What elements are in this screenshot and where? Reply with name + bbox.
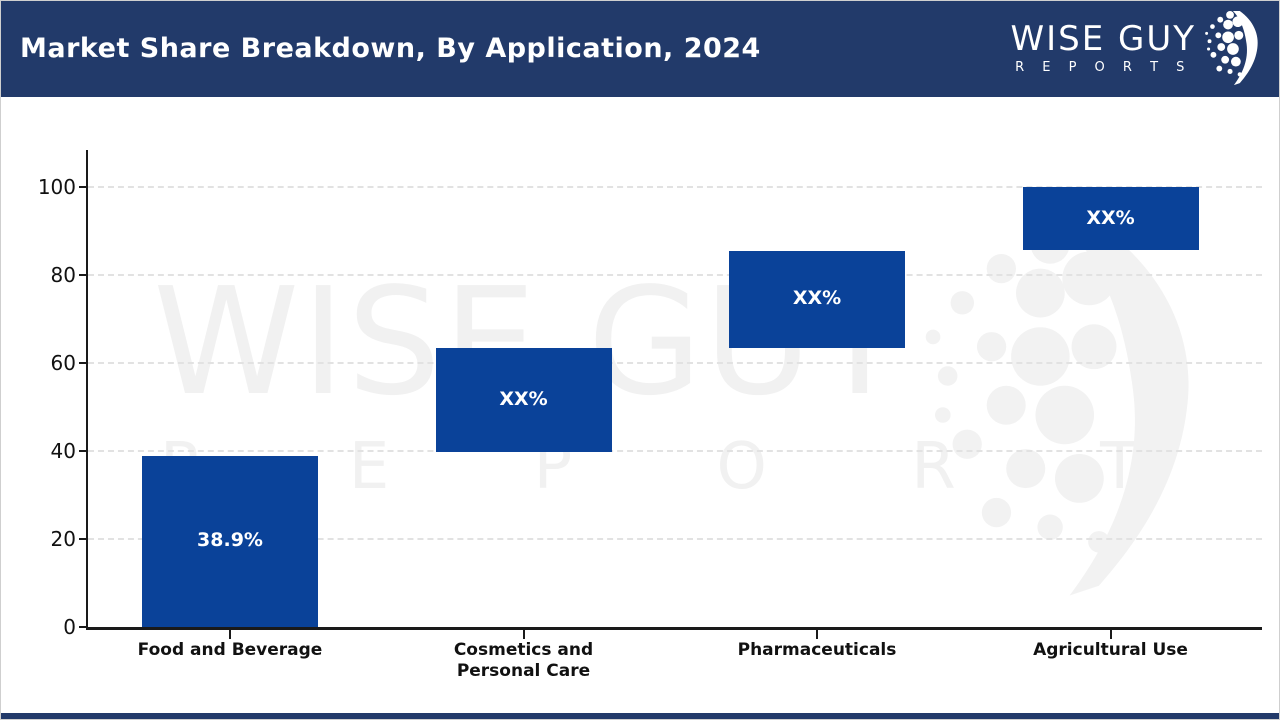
x-tick-3	[1109, 630, 1112, 639]
x-category-label: Food and Beverage	[137, 640, 323, 660]
gridline-100	[88, 186, 1262, 188]
wiseguy-head-icon	[1205, 10, 1258, 85]
gridline-60	[88, 362, 1262, 364]
x-tick-1	[522, 630, 525, 639]
y-tick-label-100: 100	[37, 175, 76, 199]
header-bar: Market Share Breakdown, By Application, …	[0, 0, 1280, 97]
gridline-40	[88, 450, 1262, 452]
x-axis-line	[86, 627, 1262, 630]
wiseguy-logo: WISE GUY R E P O R T S	[1010, 9, 1262, 89]
logo-subtext: R E P O R T S	[1015, 59, 1192, 75]
bar-value-label: 38.9%	[197, 529, 263, 552]
bar-value-label: XX%	[792, 287, 842, 310]
bar-cosmetics-and	[435, 348, 612, 453]
wiseguy-logo-text: WISE GUY R E P O R T S	[1010, 19, 1196, 75]
y-tick-label-40: 40	[50, 439, 76, 463]
bar-food-and-beverage	[142, 455, 318, 627]
gridline-80	[88, 274, 1262, 276]
bar-value-label: XX%	[1086, 206, 1135, 229]
x-category-label: Pharmaceuticals	[737, 640, 897, 660]
y-tick-label-60: 60	[50, 351, 76, 375]
x-category-label: Agricultural Use	[1033, 640, 1188, 660]
y-tick-40	[79, 450, 87, 452]
logo-wordmark: WISE GUY	[1010, 19, 1196, 60]
y-tick-20	[79, 538, 87, 540]
y-tick-80	[79, 274, 87, 276]
y-tick-label-20: 20	[50, 527, 76, 551]
bar-value-label: XX%	[499, 388, 548, 411]
y-axis-line	[86, 150, 88, 630]
bar-pharmaceuticals	[729, 250, 905, 349]
y-tick-0	[79, 626, 87, 628]
y-tick-60	[79, 362, 87, 364]
y-tick-100	[79, 186, 87, 188]
y-tick-label-0: 0	[63, 615, 76, 639]
page-title: Market Share Breakdown, By Application, …	[20, 33, 761, 64]
x-tick-0	[229, 630, 231, 639]
y-tick-label-80: 80	[50, 263, 76, 287]
x-tick-2	[816, 630, 818, 639]
gridline-20	[88, 538, 1262, 540]
footer-accent-strip	[0, 713, 1280, 720]
x-category-label: Cosmetics and Personal Care	[453, 640, 594, 681]
